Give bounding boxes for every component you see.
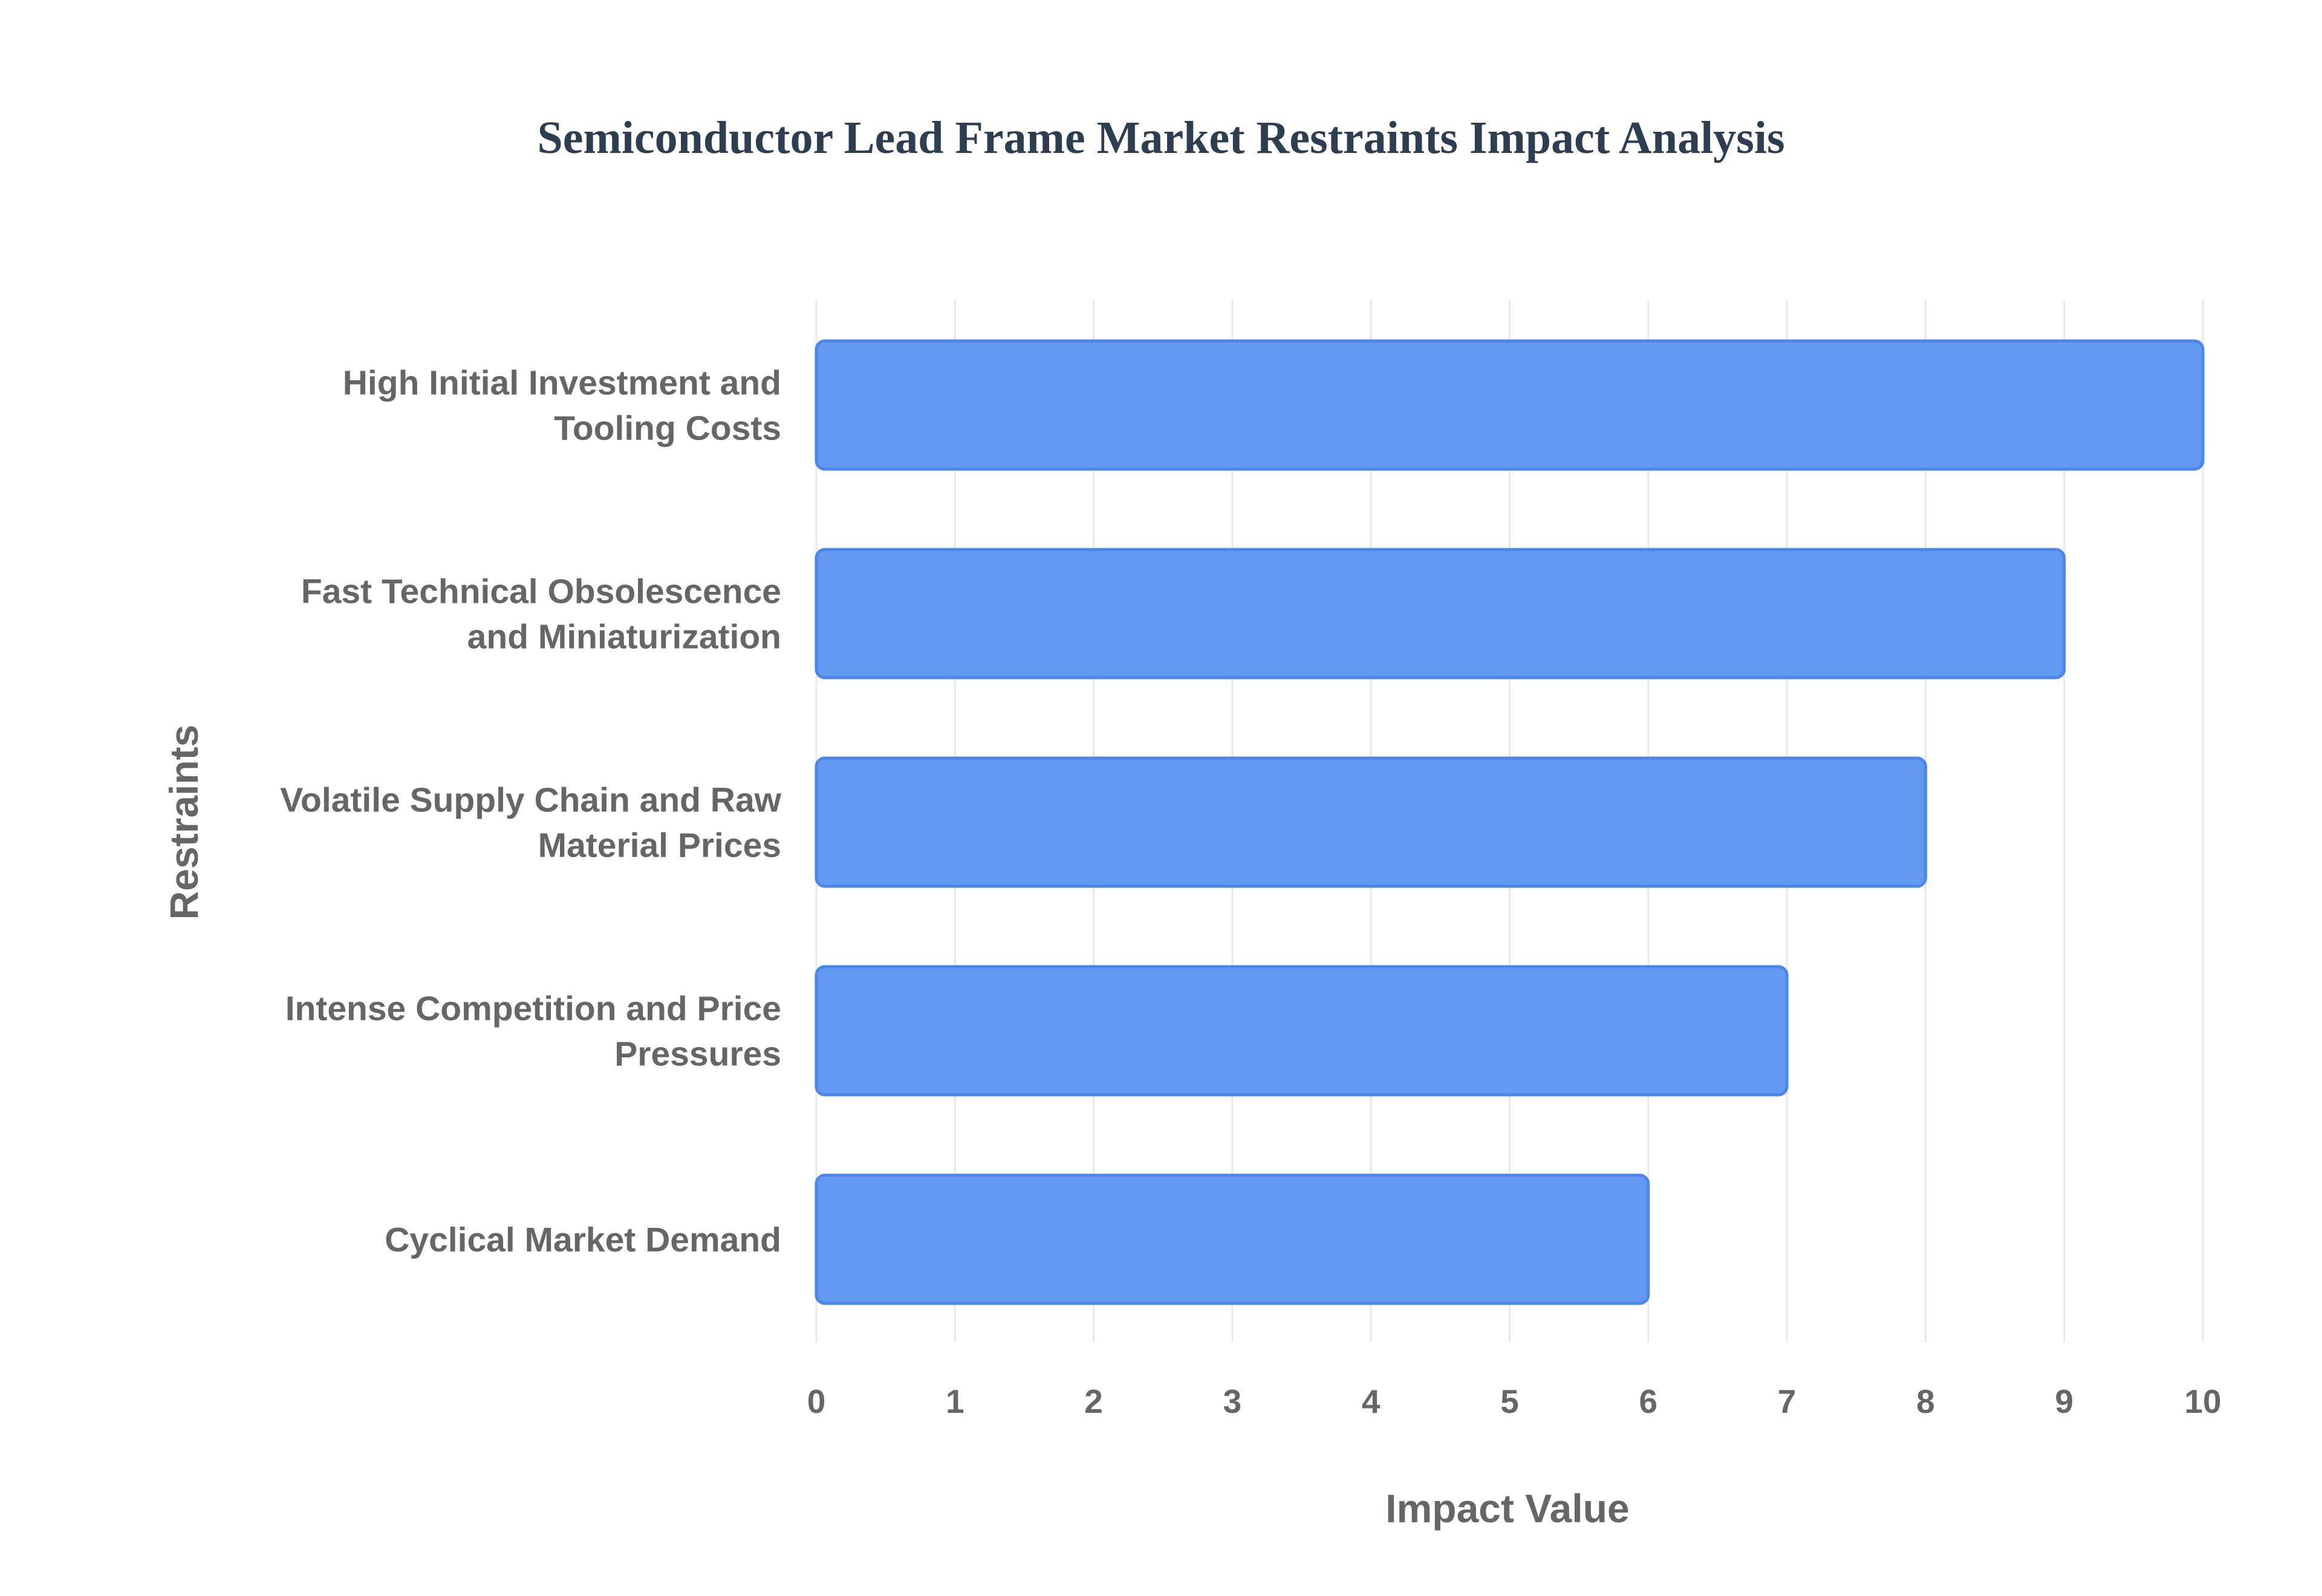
x-tick-label: 8	[1916, 1383, 1935, 1420]
bar	[815, 339, 2205, 471]
x-tick-labels: 0 1 2 3 4 5 6 7 8 9 10	[807, 1383, 2222, 1420]
category-label: High Initial Investment and	[343, 364, 781, 403]
category-label: Intense Competition and Price	[285, 990, 781, 1028]
x-tick-label: 6	[1639, 1383, 1658, 1420]
category-label: Cyclical Market Demand	[385, 1221, 781, 1259]
bar	[815, 1173, 1650, 1305]
x-tick-label: 4	[1362, 1383, 1381, 1420]
y-axis-title: Restraints	[161, 725, 206, 920]
x-tick-label: 7	[1778, 1383, 1797, 1420]
bar	[815, 548, 2066, 680]
category-label: Material Prices	[538, 826, 781, 865]
bars	[815, 339, 2205, 1305]
x-tick-label: 2	[1084, 1383, 1103, 1420]
x-tick-label: 9	[2055, 1383, 2073, 1420]
chart-title: Semiconductor Lead Frame Market Restrain…	[537, 112, 1784, 163]
x-tick-label: 3	[1223, 1383, 1242, 1420]
category-labels: High Initial Investment and Tooling Costs…	[280, 364, 781, 1260]
category-label: Pressures	[614, 1035, 781, 1074]
bar	[815, 756, 1927, 888]
category-label: Fast Technical Obsolescence	[301, 573, 781, 611]
category-label: and Miniaturization	[467, 618, 781, 657]
category-label: Volatile Supply Chain and Raw	[280, 781, 781, 820]
x-tick-label: 5	[1500, 1383, 1519, 1420]
x-axis-title: Impact Value	[1385, 1486, 1630, 1531]
category-label: Tooling Costs	[554, 409, 781, 448]
x-tick-label: 10	[2184, 1383, 2221, 1420]
x-tick-label: 0	[807, 1383, 826, 1420]
x-tick-label: 1	[946, 1383, 964, 1420]
bar	[815, 965, 1789, 1097]
